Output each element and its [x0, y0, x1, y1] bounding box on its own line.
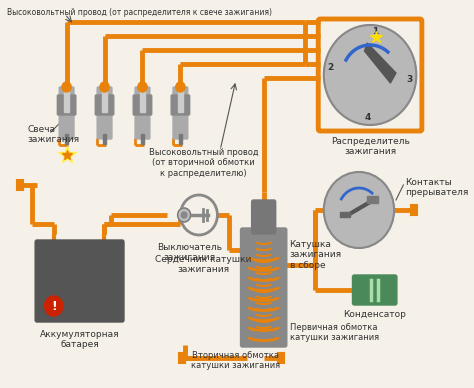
Text: Выключатель
зажигания: Выключатель зажигания — [157, 243, 222, 262]
Text: Вторичная обмотка
катушки зажигания: Вторичная обмотка катушки зажигания — [191, 351, 281, 371]
Text: 3: 3 — [407, 76, 413, 85]
Circle shape — [182, 212, 187, 218]
FancyBboxPatch shape — [133, 95, 152, 115]
Bar — [367, 196, 378, 203]
Text: !: ! — [51, 300, 56, 312]
Circle shape — [178, 208, 191, 222]
Circle shape — [324, 172, 394, 248]
Polygon shape — [365, 43, 396, 83]
Text: Свеча
зажигания: Свеча зажигания — [28, 125, 80, 144]
Text: 1: 1 — [372, 28, 378, 36]
Text: Конденсатор: Конденсатор — [343, 310, 406, 319]
Circle shape — [62, 82, 71, 92]
FancyBboxPatch shape — [171, 95, 190, 115]
Text: Распределитель
зажигания: Распределитель зажигания — [331, 137, 410, 156]
Text: Катушка
зажигания
в сборе: Катушка зажигания в сборе — [290, 240, 342, 270]
Bar — [64, 84, 69, 112]
FancyBboxPatch shape — [57, 95, 76, 115]
FancyBboxPatch shape — [252, 200, 276, 234]
Text: Первичная обмотка
катушки зажигания: Первичная обмотка катушки зажигания — [290, 323, 379, 342]
FancyBboxPatch shape — [353, 275, 397, 305]
FancyBboxPatch shape — [240, 228, 287, 347]
Text: Сердечник катушки
зажигания: Сердечник катушки зажигания — [155, 255, 252, 274]
FancyBboxPatch shape — [97, 87, 112, 139]
Bar — [340, 212, 350, 217]
Circle shape — [138, 82, 147, 92]
FancyBboxPatch shape — [135, 87, 150, 139]
FancyBboxPatch shape — [59, 87, 74, 139]
Circle shape — [176, 82, 185, 92]
FancyBboxPatch shape — [173, 87, 188, 139]
Circle shape — [324, 25, 416, 125]
Bar — [65, 134, 68, 144]
Text: Высоковольтный провод (от распределителя к свече зажигания): Высоковольтный провод (от распределителя… — [8, 8, 273, 17]
Text: Высоковольтный провод
(от вторичной обмотки
к распределителю): Высоковольтный провод (от вторичной обмо… — [149, 148, 258, 178]
Text: 4: 4 — [364, 114, 371, 123]
Circle shape — [100, 82, 109, 92]
Bar — [141, 134, 144, 144]
Text: Аккумуляторная
батарея: Аккумуляторная батарея — [40, 330, 119, 350]
Circle shape — [45, 296, 63, 316]
Bar — [103, 134, 106, 144]
FancyBboxPatch shape — [95, 95, 114, 115]
Bar — [178, 84, 183, 112]
Text: Контакты
прерывателя: Контакты прерывателя — [405, 178, 469, 197]
Bar — [102, 84, 107, 112]
Bar — [140, 84, 145, 112]
Text: 2: 2 — [327, 62, 333, 71]
Bar — [179, 134, 182, 144]
FancyBboxPatch shape — [35, 240, 124, 322]
